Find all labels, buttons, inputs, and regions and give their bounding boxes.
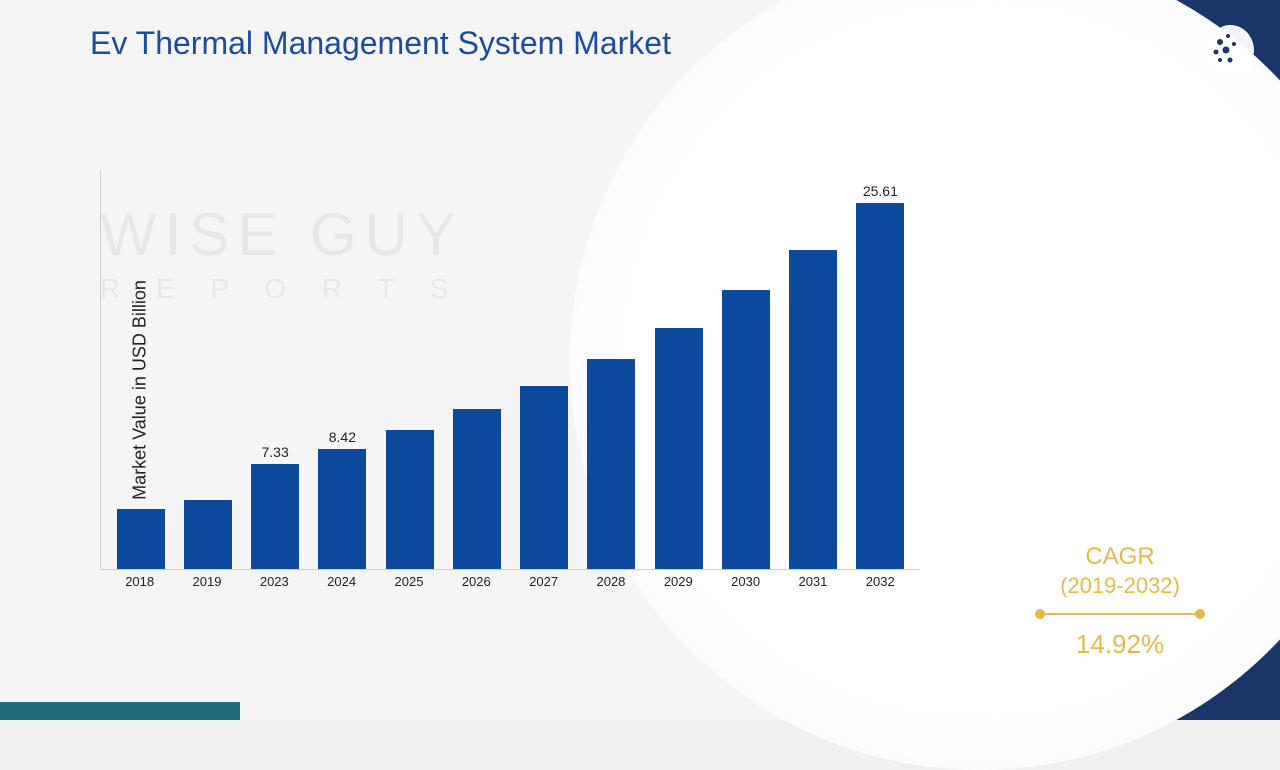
bar <box>722 290 770 569</box>
cagr-range: (2019-2032) <box>990 573 1250 599</box>
bar <box>587 359 635 569</box>
cagr-title: CAGR <box>990 543 1250 571</box>
bar <box>789 250 837 569</box>
bar-column: 8.42 <box>313 429 371 569</box>
x-tick-label: 2019 <box>178 574 236 589</box>
x-tick-label: 2029 <box>649 574 707 589</box>
chart-title: Ev Thermal Management System Market <box>90 25 671 62</box>
x-tick-label: 2032 <box>851 574 909 589</box>
x-axis-labels: 2018 2019 2023 2024 2025 2026 2027 2028 2029 2030… <box>100 574 920 589</box>
bar-value-label: 25.61 <box>863 183 898 199</box>
x-tick-label: 2024 <box>313 574 371 589</box>
x-tick-label: 2018 <box>111 574 169 589</box>
bar <box>251 464 299 569</box>
bar <box>318 449 366 569</box>
bar-column <box>515 366 573 569</box>
bar <box>386 430 434 569</box>
x-tick-label: 2030 <box>717 574 775 589</box>
bar-column: 25.61 <box>851 183 909 569</box>
x-tick-label: 2027 <box>515 574 573 589</box>
bar-chart: Market Value in USD Billion 7.338.4225.6… <box>40 170 920 610</box>
brand-logo: WISE GUY R E P O R T S <box>1042 20 1260 98</box>
bar <box>520 386 568 569</box>
bar-value-label: 7.33 <box>262 444 289 460</box>
bar <box>117 509 165 569</box>
bar <box>184 500 232 569</box>
cagr-block: CAGR (2019-2032) 14.92% <box>990 543 1250 660</box>
bar <box>453 409 501 569</box>
cagr-value: 14.92% <box>990 629 1250 660</box>
x-tick-label: 2025 <box>380 574 438 589</box>
logo-main-text: WISE GUY <box>1042 30 1188 60</box>
x-tick-label: 2028 <box>582 574 640 589</box>
bar-column <box>179 480 237 569</box>
bar-value-label: 8.42 <box>329 429 356 445</box>
bar-column <box>717 270 775 569</box>
logo-sub-text: R E P O R T S <box>1042 82 1260 98</box>
bar-column <box>112 489 170 569</box>
x-tick-label: 2023 <box>245 574 303 589</box>
x-tick-label: 2031 <box>784 574 842 589</box>
plot-area: 7.33 8.42 25.61 <box>100 170 920 570</box>
head-icon <box>1200 20 1260 80</box>
bar <box>856 203 904 569</box>
footer-accent <box>0 702 240 720</box>
bar-column <box>650 308 708 569</box>
x-tick-label: 2026 <box>447 574 505 589</box>
bar-column <box>582 339 640 569</box>
bar-column: 7.33 <box>246 444 304 569</box>
bar-column <box>784 230 842 569</box>
bar <box>655 328 703 569</box>
cagr-divider <box>1040 613 1200 615</box>
bar-column <box>448 389 506 569</box>
bar-column <box>381 410 439 569</box>
